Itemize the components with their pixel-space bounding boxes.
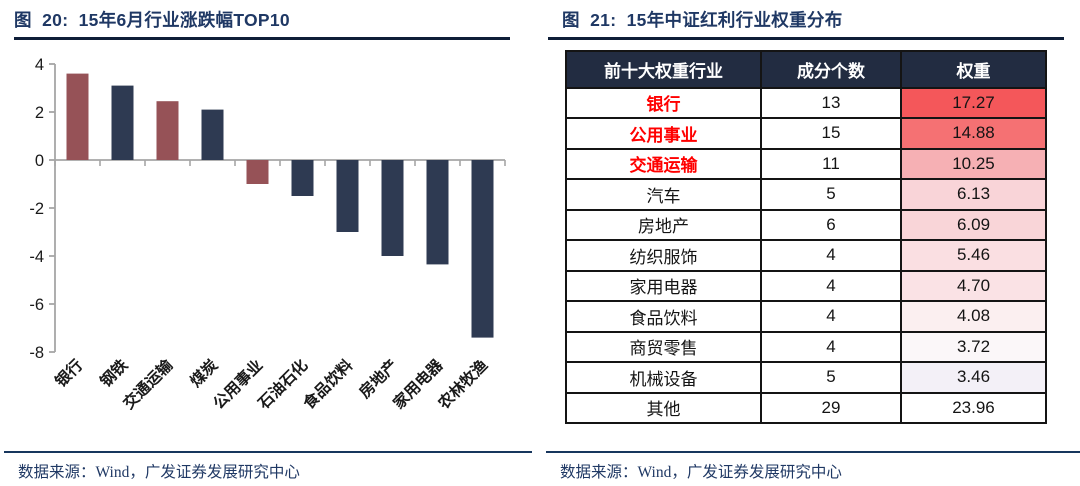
table-row: 商贸零售 4 3.72	[565, 330, 1047, 363]
weight-cell: 5.46	[900, 239, 1047, 272]
right-source-note: 数据来源：Wind，广发证券发展研究中心	[560, 464, 842, 481]
count-cell: 29	[760, 391, 902, 424]
count-cell: 13	[760, 86, 902, 119]
count-cell: 4	[760, 300, 902, 333]
table-row: 家用电器 4 4.70	[565, 269, 1047, 302]
x-category-label: 交通运输	[119, 355, 177, 413]
table-row: 银行 13 17.27	[565, 86, 1047, 119]
industry-cell: 机械设备	[565, 361, 762, 394]
left-title-underline	[14, 37, 510, 40]
count-cell: 4	[760, 239, 902, 272]
panel-weight-table: 图 21: 15年中证红利行业权重分布 前十大权重行业 成分个数 权重 银行 13…	[540, 0, 1080, 486]
industry-cell: 食品饮料	[565, 300, 762, 333]
industry-change-bar-chart: 4 2 0 -2 -4 -6 -8 银行 钢铁 交通运输 煤炭 公用事业 石油石化 食品饮料 房地产 家用电器…	[0, 46, 540, 451]
count-cell: 15	[760, 117, 902, 150]
weight-cell: 3.46	[900, 361, 1047, 394]
chart-bar	[66, 73, 89, 160]
weight-cell: 4.70	[900, 269, 1047, 302]
weight-cell: 10.25	[900, 147, 1047, 180]
weight-cell: 3.72	[900, 330, 1047, 363]
table-row: 汽车 5 6.13	[565, 178, 1047, 211]
chart-bar	[156, 100, 179, 160]
chart-bar	[111, 85, 134, 160]
table-row: 食品饮料 4 4.08	[565, 300, 1047, 333]
industry-cell: 交通运输	[565, 147, 762, 180]
left-source-note: 数据来源：Wind，广发证券发展研究中心	[18, 464, 300, 481]
table-row: 房地产 6 6.09	[565, 208, 1047, 241]
weight-cell: 6.09	[900, 208, 1047, 241]
left-chart-title: 图 20: 15年6月行业涨跌幅TOP10	[14, 10, 290, 30]
industry-cell: 银行	[565, 86, 762, 119]
weight-cell: 17.27	[900, 86, 1047, 119]
y-tick-label: -4	[29, 248, 44, 266]
industry-cell: 其他	[565, 391, 762, 424]
table-row: 其他 29 23.96	[565, 391, 1047, 424]
table-row: 机械设备 5 3.46	[565, 361, 1047, 394]
count-cell: 11	[760, 147, 902, 180]
count-cell: 4	[760, 269, 902, 302]
right-table-title: 图 21: 15年中证红利行业权重分布	[562, 10, 843, 30]
x-category-label: 房地产	[355, 355, 401, 401]
header-weight: 权重	[900, 49, 1047, 89]
right-source-block: 数据来源：Wind，广发证券发展研究中心	[546, 451, 1080, 482]
table-row: 公用事业 15 14.88	[565, 117, 1047, 150]
left-source-block: 数据来源：Wind，广发证券发展研究中心	[4, 451, 532, 482]
x-category-label: 食品饮料	[298, 355, 356, 413]
count-cell: 5	[760, 361, 902, 394]
x-category-label: 农林牧渔	[433, 355, 491, 413]
weight-cell: 23.96	[900, 391, 1047, 424]
weight-cell: 4.08	[900, 300, 1047, 333]
y-tick-label: -2	[29, 200, 44, 218]
panel-industry-change-chart: 图 20: 15年6月行业涨跌幅TOP10 4 2 0 -2 -4 -6 -8 银行 钢铁 交通运…	[0, 10, 540, 482]
industry-cell: 房地产	[565, 208, 762, 241]
table-row: 交通运输 11 10.25	[565, 147, 1047, 180]
count-cell: 5	[760, 178, 902, 211]
y-tick-label: 2	[35, 104, 44, 122]
y-tick-label: 4	[35, 56, 44, 74]
x-category-label: 石油石化	[253, 355, 311, 413]
table-row: 纺织服饰 4 5.46	[565, 239, 1047, 272]
y-tick-label: 0	[35, 152, 44, 170]
chart-bar	[471, 159, 494, 338]
header-industry: 前十大权重行业	[565, 49, 762, 89]
industry-cell: 家用电器	[565, 269, 762, 302]
chart-bar	[336, 159, 359, 232]
x-category-label: 煤炭	[186, 355, 222, 391]
right-source-divider	[546, 451, 1080, 453]
weight-cell: 14.88	[900, 117, 1047, 150]
chart-bar	[426, 159, 449, 264]
count-cell: 4	[760, 330, 902, 363]
weight-cell: 6.13	[900, 178, 1047, 211]
weight-table: 前十大权重行业 成分个数 权重 银行 13 17.27 公用事业 15 14.88 交通运输…	[565, 49, 1047, 425]
chart-bar	[381, 159, 404, 256]
chart-bar	[201, 109, 224, 160]
industry-cell: 公用事业	[565, 117, 762, 150]
count-cell: 6	[760, 208, 902, 241]
industry-cell: 纺织服饰	[565, 239, 762, 272]
right-title-underline	[548, 37, 1064, 40]
x-category-label: 银行	[51, 355, 87, 391]
left-source-divider	[4, 451, 532, 453]
x-category-label: 钢铁	[96, 355, 132, 391]
chart-bar	[291, 159, 314, 196]
table-header-row: 前十大权重行业 成分个数 权重	[565, 49, 1047, 89]
industry-cell: 商贸零售	[565, 330, 762, 363]
industry-cell: 汽车	[565, 178, 762, 211]
header-count: 成分个数	[760, 49, 902, 89]
y-tick-label: -8	[29, 344, 44, 362]
chart-bar	[246, 159, 269, 184]
y-tick-label: -6	[29, 296, 44, 314]
